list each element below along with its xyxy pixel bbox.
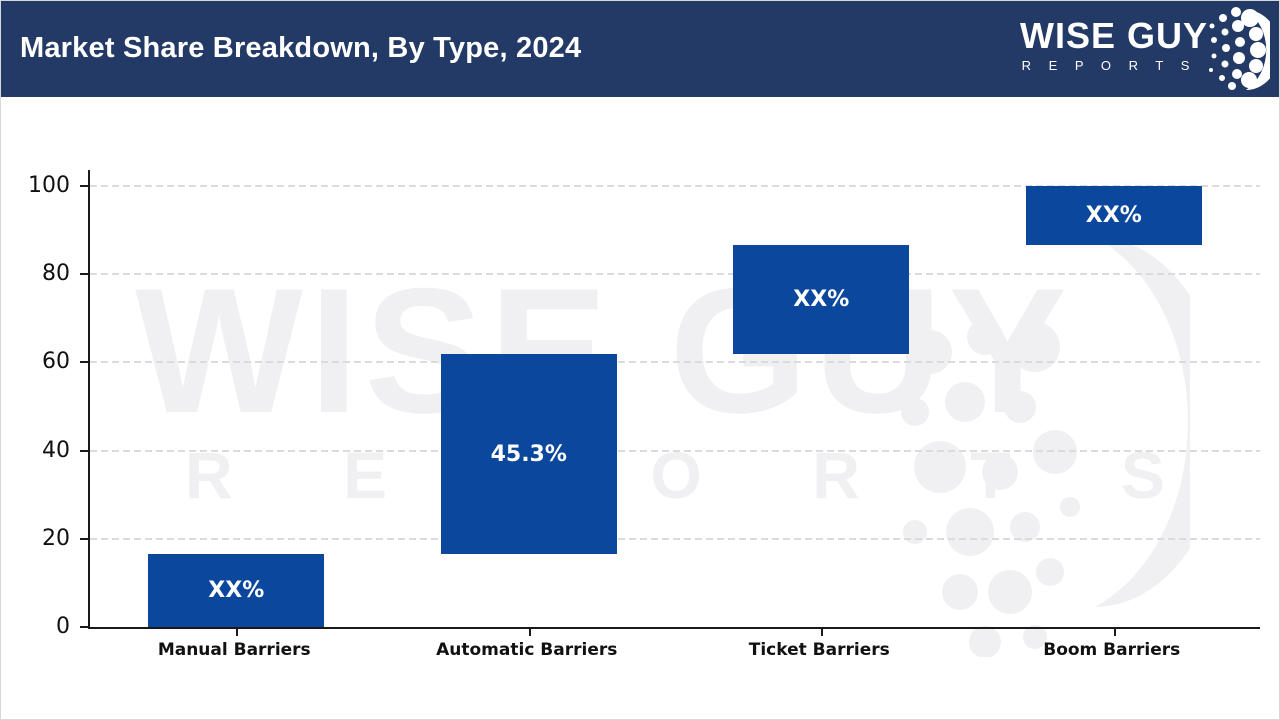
- category-label: Boom Barriers: [1043, 640, 1181, 660]
- gridline-60: [90, 361, 1260, 364]
- y-tick-mark-60: [80, 361, 88, 364]
- y-axis-labels: 0 20 40 60 80 100: [0, 170, 86, 637]
- logo-text-wise-guy: WISE GUY: [1020, 15, 1209, 56]
- category-label: Ticket Barriers: [748, 640, 890, 660]
- gridline-100: [90, 184, 1260, 187]
- bar-segment: 45.3%: [440, 354, 617, 555]
- y-tick-mark-40: [80, 449, 88, 452]
- bar-label: XX%: [208, 578, 265, 604]
- bar-segment: XX%: [148, 554, 325, 627]
- bar-column: 45.3%: [383, 170, 676, 636]
- bar-segment: XX%: [1025, 185, 1202, 245]
- y-tick-label-40: 40: [42, 437, 70, 463]
- y-tick-mark-100: [80, 184, 88, 187]
- x-tick-mark: [236, 629, 239, 636]
- y-tick-mark-80: [80, 273, 88, 276]
- y-tick-mark-20: [80, 537, 88, 540]
- bar-segment: XX%: [733, 245, 910, 355]
- category-label: Manual Barriers: [157, 640, 311, 660]
- bar-column: XX%: [675, 170, 968, 636]
- logo-head-icon: [1209, 7, 1270, 90]
- x-axis-labels: Manual Barriers Automatic Barriers Ticket …: [88, 640, 1258, 660]
- y-tick-label-60: 60: [42, 349, 70, 375]
- x-tick-mark: [821, 629, 824, 636]
- logo-text-reports: R E P O R T S: [1021, 58, 1197, 73]
- gridline-80: [90, 273, 1260, 276]
- y-tick-mark-0: [80, 626, 88, 628]
- y-tick-label-100: 100: [28, 172, 70, 198]
- y-tick-label-20: 20: [42, 525, 70, 551]
- category-label: Automatic Barriers: [436, 640, 618, 660]
- wise-guy-logo: WISE GUY R E P O R T S: [1020, 4, 1270, 94]
- x-tick-mark: [1113, 629, 1116, 636]
- bar-label: XX%: [793, 287, 850, 313]
- gridline-40: [90, 449, 1260, 452]
- header-bar: Market Share Breakdown, By Type, 2024 WI…: [0, 0, 1280, 97]
- y-axis-ticks: [80, 170, 88, 628]
- bar-label: 45.3%: [490, 441, 567, 467]
- y-tick-label-80: 80: [42, 261, 70, 287]
- gridline-20: [90, 537, 1260, 540]
- bar-column: XX%: [90, 170, 383, 636]
- bars: XX% 45.3% XX% XX%: [90, 170, 1261, 636]
- bar-column: XX%: [968, 170, 1261, 636]
- chart-title: Market Share Breakdown, By Type, 2024: [20, 32, 582, 64]
- y-tick-label-0: 0: [56, 614, 70, 639]
- bar-label: XX%: [1085, 202, 1142, 228]
- plot-area: XX% 45.3% XX% XX%: [88, 170, 1261, 636]
- x-tick-mark: [528, 629, 531, 636]
